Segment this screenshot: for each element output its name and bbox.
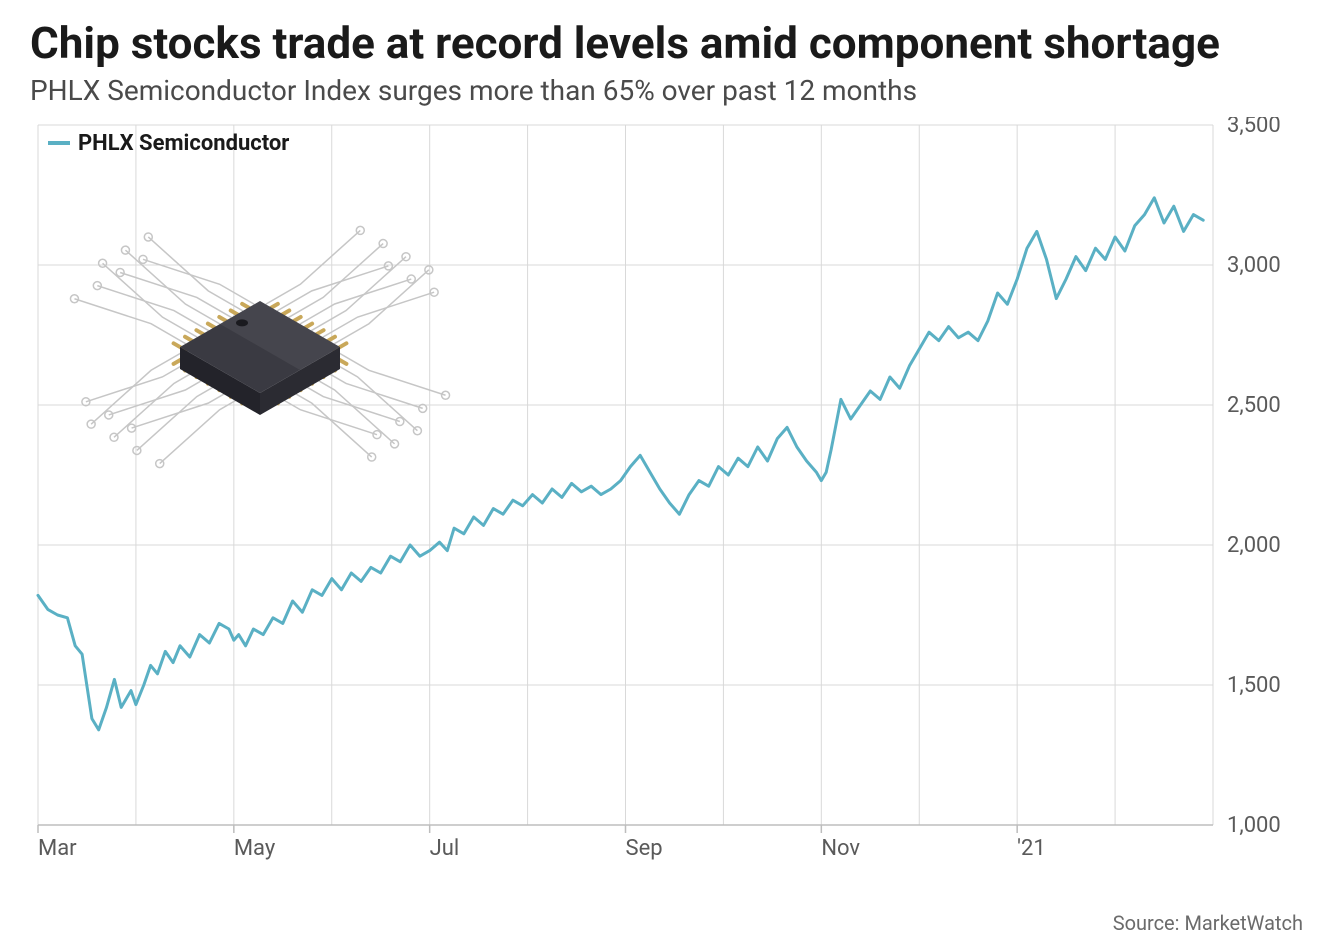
plot-background: [30, 117, 1290, 877]
chip-dot: [236, 319, 248, 326]
x-tick-label: Sep: [626, 836, 663, 861]
x-tick-label: '21: [1017, 836, 1046, 861]
chart-svg: 1,000 1,500 2,000 2,500 3,000 3,500 Mar May Jul S…: [30, 117, 1290, 877]
x-tick-label: Mar: [38, 836, 77, 861]
y-tick-label: 1,500: [1227, 673, 1281, 698]
legend: PHLX Semiconductor: [48, 131, 289, 156]
chart-subtitle: PHLX Semiconductor Index surges more tha…: [30, 74, 1293, 107]
y-tick-label: 2,000: [1227, 533, 1281, 558]
y-tick-label: 3,000: [1227, 253, 1281, 278]
legend-label: PHLX Semiconductor: [78, 131, 289, 156]
x-tick-label: May: [234, 836, 276, 861]
x-tick-label: Jul: [430, 836, 460, 861]
y-tick-label: 2,500: [1227, 393, 1281, 418]
y-tick-label: 1,000: [1227, 813, 1281, 838]
chart-title: Chip stocks trade at record levels amid …: [30, 20, 1293, 68]
source-label: Source: MarketWatch: [1113, 911, 1303, 935]
chart-container: Chip stocks trade at record levels amid …: [0, 0, 1323, 941]
legend-swatch: [48, 141, 70, 145]
x-tick-label: Nov: [821, 836, 860, 861]
y-tick-label: 3,500: [1227, 117, 1281, 138]
chart-area: PHLX Semiconductor 1,000 1,500 2,000 2,500 3…: [30, 117, 1290, 877]
